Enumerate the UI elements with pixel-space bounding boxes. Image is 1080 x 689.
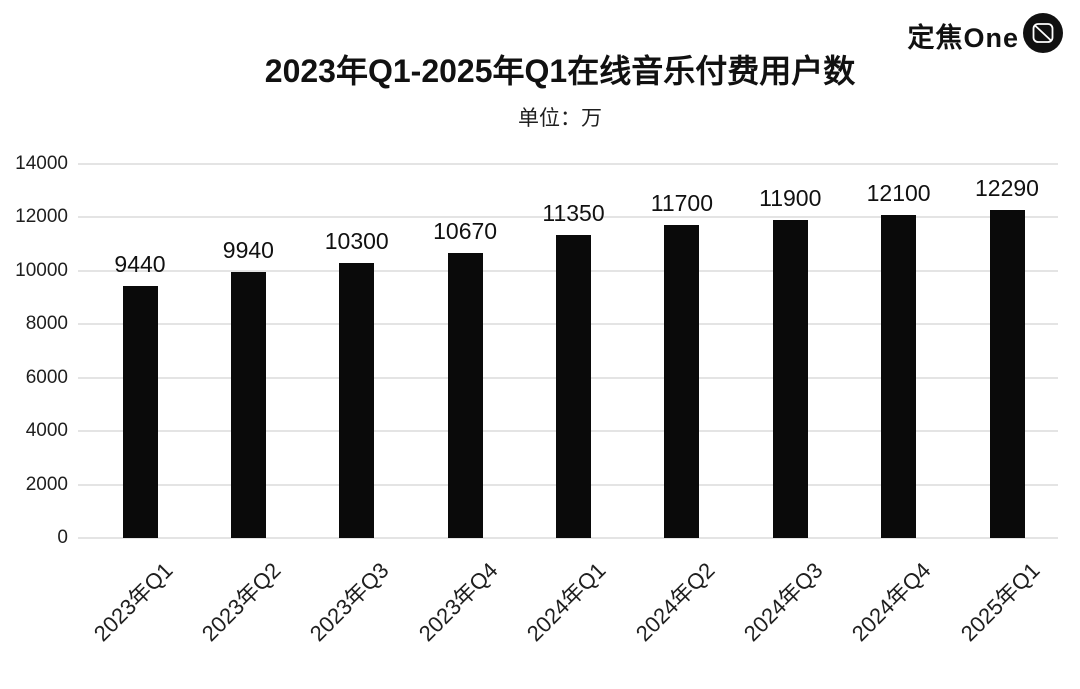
x-axis-label: 2023年Q2	[196, 557, 286, 647]
chart-title: 2023年Q1-2025年Q1在线音乐付费用户数	[264, 53, 856, 89]
y-axis-tick-label: 6000	[25, 366, 68, 388]
bar	[339, 262, 375, 538]
y-axis-tick-label: 12000	[15, 206, 68, 228]
bar-value-label: 11900	[759, 185, 822, 212]
gridline	[78, 537, 1058, 539]
bar	[122, 285, 158, 538]
brand-logo-text: 定焦One	[907, 23, 1019, 53]
x-axis-label: 2023年Q4	[413, 557, 503, 647]
bar-value-label: 12290	[975, 174, 1039, 201]
bar-value-label: 11350	[542, 199, 605, 226]
bar	[664, 225, 700, 538]
brand-logo: 定焦One	[907, 12, 1064, 59]
y-axis-tick-label: 2000	[25, 473, 68, 495]
x-axis-label: 2024年Q2	[630, 557, 720, 647]
gridline	[78, 216, 1058, 219]
y-axis-tick-label: 8000	[25, 313, 68, 335]
bar-value-label: 11700	[650, 190, 713, 217]
bar	[989, 209, 1025, 538]
chart-subtitle: 单位：万	[518, 107, 602, 130]
bar	[881, 214, 917, 538]
bar-value-label: 10300	[324, 227, 389, 254]
y-axis-tick-label: 4000	[25, 420, 68, 442]
bar	[230, 272, 266, 538]
focus-frame-icon	[1022, 12, 1064, 59]
x-axis-label: 2023年Q3	[305, 557, 394, 647]
bar	[447, 252, 483, 538]
bar-value-label: 12100	[866, 179, 931, 206]
y-axis-tick-label: 10000	[15, 259, 68, 281]
bar	[556, 234, 591, 538]
x-axis-label: 2023年Q1	[88, 557, 178, 647]
gridline	[78, 163, 1058, 165]
x-axis-label: 2024年Q4	[847, 557, 936, 647]
y-axis-tick-label: 0	[57, 527, 68, 548]
x-axis-label: 2024年Q1	[522, 557, 611, 647]
bar-value-label: 9440	[114, 250, 166, 277]
bar	[772, 220, 808, 538]
x-axis-label: 2024年Q3	[738, 557, 828, 647]
bar-value-label: 9940	[222, 237, 274, 264]
bar-value-label: 10670	[433, 217, 498, 244]
y-axis-tick-label: 14000	[15, 153, 68, 174]
x-axis-label: 2025年Q1	[955, 557, 1045, 647]
